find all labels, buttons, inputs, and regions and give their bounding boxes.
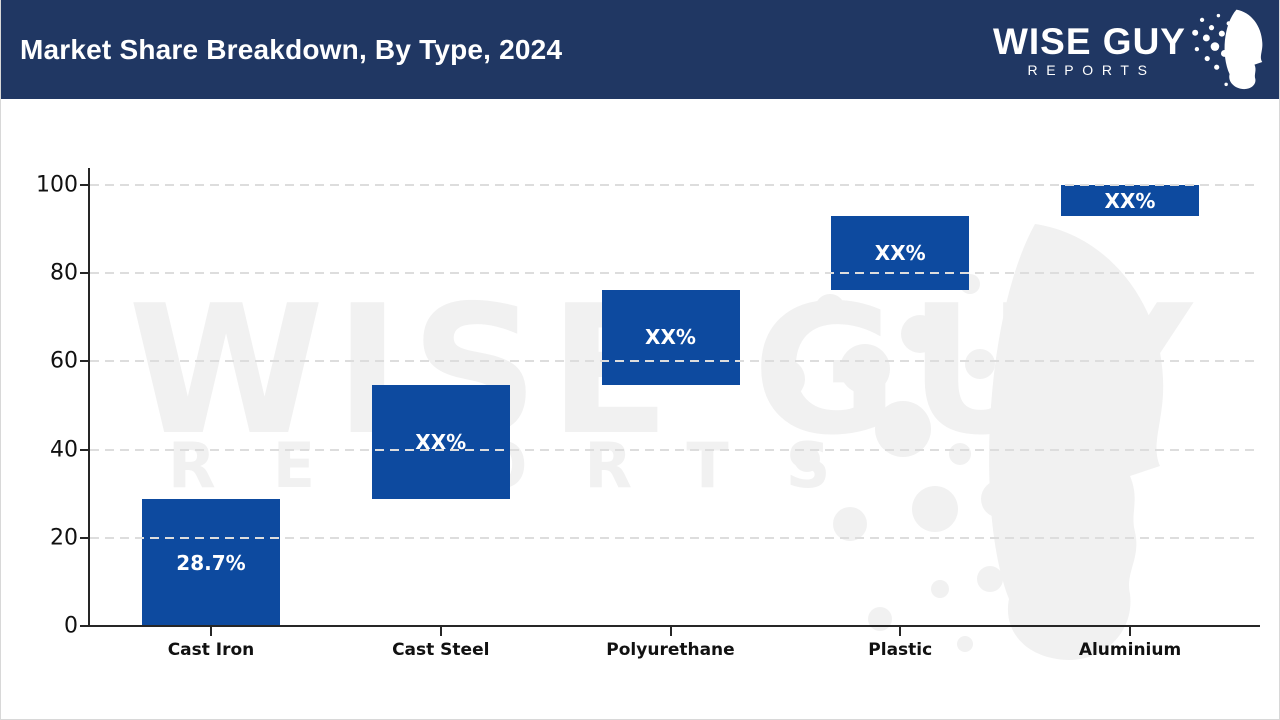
header-bar: Market Share Breakdown, By Type, 2024 WI…: [0, 0, 1280, 99]
x-tick-label: Plastic: [868, 640, 933, 660]
y-tick-mark: [80, 448, 88, 451]
bar-value-label: XX%: [874, 240, 926, 265]
y-tick-mark: [80, 184, 88, 186]
logo-head-icon: [1192, 9, 1263, 89]
bar-plastic: XX%: [831, 216, 970, 290]
y-tick-label: 100: [36, 172, 78, 198]
x-tick-label: Cast Steel: [392, 640, 490, 660]
y-tick-label: 80: [50, 260, 78, 286]
x-tick-mark: [439, 627, 442, 636]
wiseguy-logo: WISE GUY REPORTS: [993, 7, 1280, 93]
gridline: [90, 448, 1260, 451]
x-axis-line: [88, 625, 1260, 627]
y-tick-mark: [80, 360, 88, 363]
y-tick-label: 0: [64, 613, 78, 639]
y-tick-mark: [80, 625, 88, 627]
logo-subtitle: REPORTS: [1027, 61, 1156, 78]
gridline: [90, 184, 1260, 186]
bar-value-label: XX%: [645, 325, 696, 350]
page-title: Market Share Breakdown, By Type, 2024: [20, 33, 563, 65]
y-tick-mark: [80, 272, 88, 275]
gridline: [90, 536, 1260, 539]
bar-polyurethane: XX%: [601, 289, 740, 385]
x-tick-label: Cast Iron: [167, 640, 255, 660]
y-tick-label: 60: [50, 348, 78, 374]
logo-wordmark: WISE GUY: [992, 20, 1186, 62]
x-tick-label: Polyurethane: [606, 640, 735, 660]
bar-cast-iron: 28.7%: [142, 499, 280, 626]
bar-cast-steel: XX%: [371, 384, 510, 500]
watermark-subtitle: REPORTS: [168, 429, 888, 502]
bar-value-label: XX%: [1104, 188, 1156, 213]
y-tick-mark: [80, 536, 88, 539]
x-tick-mark: [1129, 627, 1131, 636]
logo-text: WISE GUY REPORTS: [993, 23, 1186, 77]
x-tick-mark: [210, 627, 212, 636]
y-axis-line: [88, 168, 90, 627]
x-tick-label: Aluminium: [1078, 640, 1182, 660]
gridline: [90, 360, 1260, 363]
gridline: [90, 272, 1260, 275]
y-tick-label: 40: [50, 437, 78, 463]
bar-aluminium: XX%: [1061, 185, 1199, 217]
x-tick-mark: [899, 627, 902, 636]
x-tick-mark: [669, 627, 672, 636]
bar-value-label: 28.7%: [176, 550, 246, 575]
y-tick-label: 20: [50, 525, 78, 551]
